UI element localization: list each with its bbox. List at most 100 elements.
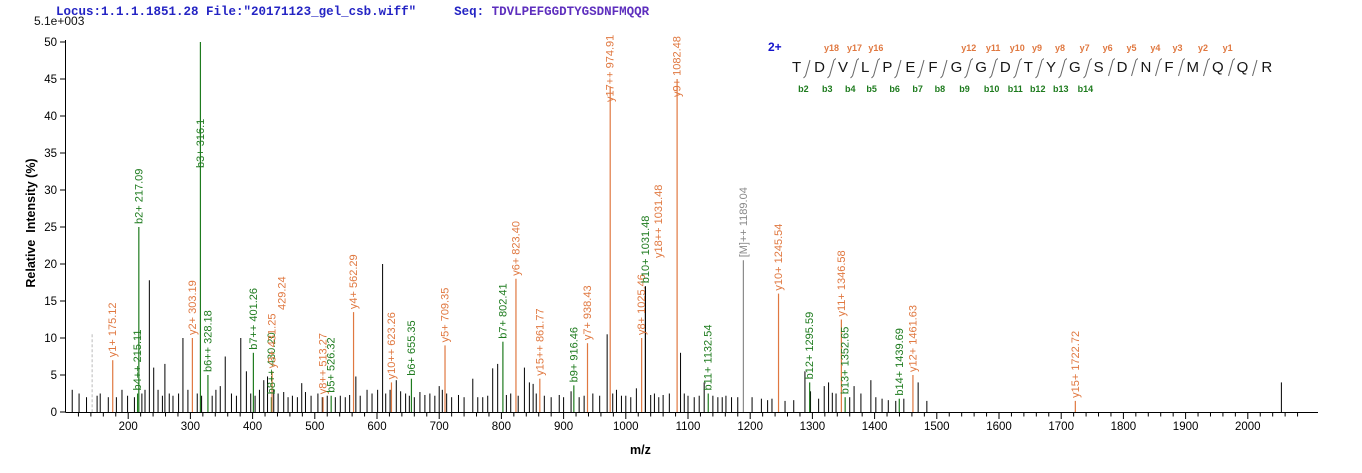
- seq-label: Seq:: [454, 5, 485, 19]
- svg-text:y15+ 1722.72: y15+ 1722.72: [1070, 331, 1082, 398]
- svg-text:b7+ 802.41: b7+ 802.41: [497, 283, 509, 338]
- cleavage-slash-icon: [1035, 58, 1045, 79]
- residue-letter: G: [1068, 59, 1081, 76]
- cleavage-slash-icon: [917, 59, 925, 79]
- residue-letter: L: [861, 59, 870, 76]
- cleavage-slash-icon: [1203, 58, 1211, 77]
- cleavage-slash-icon: [894, 59, 902, 79]
- fragmentation-divider: y10 b11: [1008, 43, 1025, 94]
- y-ion-label: y16: [868, 43, 884, 53]
- svg-text:y18++ 1031.48: y18++ 1031.48: [653, 185, 665, 258]
- seq-value: TDVLPEFGGDTYGSDNFMQQR: [491, 5, 650, 19]
- cleavage-slash-icon: [871, 58, 881, 79]
- b-ion-label: b8: [934, 84, 946, 94]
- fragmentation-divider: y6: [1103, 43, 1115, 79]
- svg-text:40: 40: [44, 111, 57, 123]
- file-text: File:"20171123_gel_csb.wiff": [206, 5, 417, 19]
- svg-text:25: 25: [44, 222, 57, 234]
- x-axis-title: m/z: [630, 443, 651, 457]
- fragmentation-divider: y8 b13: [1053, 43, 1069, 94]
- fragmentation-divider: b6: [889, 57, 903, 94]
- residue-letter: Q: [1236, 59, 1249, 76]
- svg-text:y1+ 175.12: y1+ 175.12: [107, 302, 119, 357]
- y-ion-label: y2: [1198, 43, 1209, 53]
- y-ion-label: y6: [1102, 43, 1113, 53]
- svg-text:y10+ 1245.54: y10+ 1245.54: [773, 224, 785, 291]
- residue-letter: G: [975, 59, 987, 76]
- y-axis: 0 5 10 15 20 25 30 35 40 45 50: [44, 37, 66, 419]
- fragmentation-divider: y12 b9: [959, 43, 976, 94]
- fragmentation-divider: y18 b3: [822, 43, 839, 94]
- b-ion-label: b3: [822, 84, 833, 94]
- cleavage-slash-icon: [1082, 58, 1092, 79]
- svg-text:35: 35: [44, 148, 57, 160]
- svg-text:1300: 1300: [800, 421, 826, 433]
- svg-text:10: 10: [44, 333, 57, 345]
- svg-text:45: 45: [44, 74, 57, 86]
- x-axis: 200 300 400 500 600 700 800 900 1000 1100 1200 1300…: [65, 412, 1318, 433]
- residue-letter: R: [1261, 59, 1273, 76]
- y-ion-label: y17: [847, 43, 863, 53]
- svg-text:y8+ 1025.46: y8+ 1025.46: [636, 274, 648, 335]
- y-axis-title: Relative Intensity (%): [24, 158, 38, 288]
- cleavage-slash-icon: [1107, 58, 1115, 77]
- residue-letter: T: [792, 59, 802, 76]
- svg-text:b10+ 1031.48: b10+ 1031.48: [640, 216, 652, 284]
- svg-text:1100: 1100: [676, 421, 701, 433]
- svg-text:y10++ 623.26: y10++ 623.26: [386, 312, 398, 379]
- svg-text:1600: 1600: [986, 421, 1012, 433]
- svg-text:1500: 1500: [924, 421, 950, 433]
- header-line: Locus:1.1.1.1851.28 File:"20171123_gel_c…: [56, 5, 649, 19]
- cleavage-slash-icon: [1012, 58, 1023, 79]
- svg-text:b6++ 328.18: b6++ 328.18: [202, 310, 214, 372]
- svg-text:b4++ 215.11: b4++ 215.11: [132, 330, 144, 391]
- svg-text:800: 800: [492, 421, 511, 433]
- svg-text:429.24: 429.24: [277, 276, 289, 310]
- svg-text:500: 500: [305, 421, 324, 433]
- svg-text:y4+ 562.29: y4+ 562.29: [348, 254, 360, 309]
- svg-text:5: 5: [51, 370, 57, 382]
- svg-text:15: 15: [44, 296, 57, 308]
- svg-text:2000: 2000: [1235, 421, 1261, 433]
- svg-text:b8++ 430.20: b8++ 430.20: [266, 332, 278, 394]
- svg-text:700: 700: [430, 421, 449, 433]
- residue-letter: E: [905, 59, 916, 76]
- b-ion-label: b10: [983, 84, 1000, 94]
- fragmentation-divider: b2: [798, 57, 812, 94]
- b-ion-label: b7: [912, 84, 923, 94]
- residue-letter: T: [1023, 59, 1033, 76]
- svg-text:30: 30: [44, 185, 57, 197]
- fragmentation-divider: y4: [1150, 43, 1163, 79]
- svg-text:900: 900: [554, 421, 573, 433]
- b-ion-label: b13: [1052, 84, 1069, 94]
- cleavage-slash-icon: [1252, 59, 1258, 77]
- svg-text:y9+ 1082.48: y9+ 1082.48: [672, 36, 684, 97]
- fragmentation-divider: y16 b5: [866, 43, 883, 94]
- b-ion-label: b6: [889, 84, 900, 94]
- svg-text:1700: 1700: [1048, 421, 1074, 433]
- svg-text:y12+ 1461.63: y12+ 1461.63: [907, 305, 919, 372]
- svg-text:y3+ 431.25: y3+ 431.25: [267, 314, 279, 369]
- y-ion-label: y11: [985, 43, 1001, 53]
- b-ion-label: b5: [866, 84, 877, 94]
- fragmentation-divider: [1250, 57, 1259, 79]
- svg-text:y8++ 513.27: y8++ 513.27: [318, 333, 330, 394]
- residue-letter: P: [882, 59, 893, 76]
- cleavage-slash-icon: [1131, 58, 1139, 77]
- residue-letter: D: [999, 59, 1011, 76]
- fragmentation-divider: y2: [1198, 43, 1211, 79]
- cleavage-slash-icon: [939, 59, 948, 79]
- cleavage-slash-icon: [1177, 58, 1185, 77]
- fragmentation-divider: y1: [1223, 43, 1235, 79]
- svg-text:400: 400: [243, 421, 262, 433]
- b-ion-label: b14: [1077, 84, 1094, 94]
- precursor-charge-label: 2+: [768, 40, 782, 54]
- svg-text:1900: 1900: [1173, 421, 1199, 433]
- svg-text:200: 200: [119, 421, 138, 433]
- fragmentation-divider: y3: [1173, 43, 1185, 79]
- residue-letter: F: [1164, 59, 1174, 76]
- cleavage-slash-icon: [850, 58, 860, 79]
- cleavage-slash-icon: [964, 58, 974, 79]
